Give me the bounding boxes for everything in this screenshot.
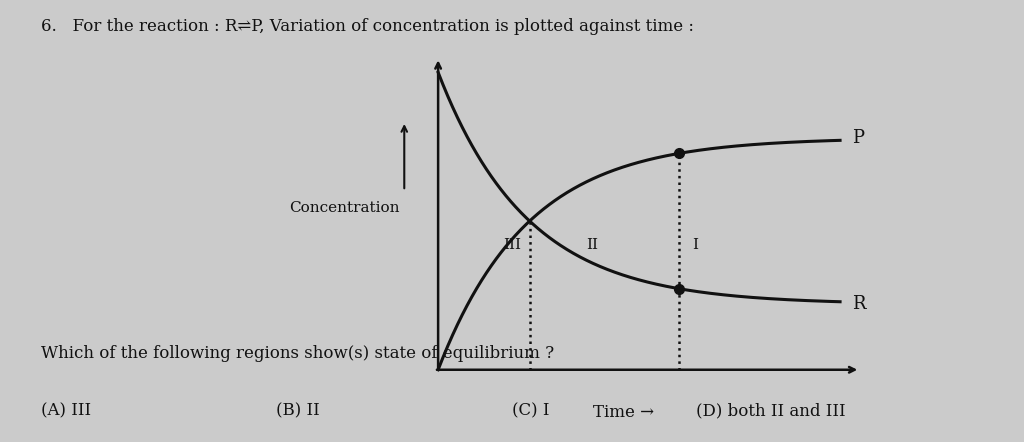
Text: II: II — [587, 238, 598, 252]
Text: 6.   For the reaction : R⇌P, Variation of concentration is plotted against time : 6. For the reaction : R⇌P, Variation of … — [41, 18, 694, 34]
Text: III: III — [504, 238, 521, 252]
Text: (C) I: (C) I — [512, 402, 550, 419]
Text: I: I — [692, 238, 698, 252]
Text: (B) II: (B) II — [276, 402, 321, 419]
Text: (D) both II and III: (D) both II and III — [696, 402, 846, 419]
Text: Concentration: Concentration — [290, 201, 400, 215]
Text: Time →: Time → — [593, 404, 654, 421]
Text: R: R — [852, 295, 865, 313]
Text: (A) III: (A) III — [41, 402, 91, 419]
Text: Which of the following regions show(s) state of equilibrium ?: Which of the following regions show(s) s… — [41, 345, 554, 362]
Text: P: P — [852, 129, 864, 147]
